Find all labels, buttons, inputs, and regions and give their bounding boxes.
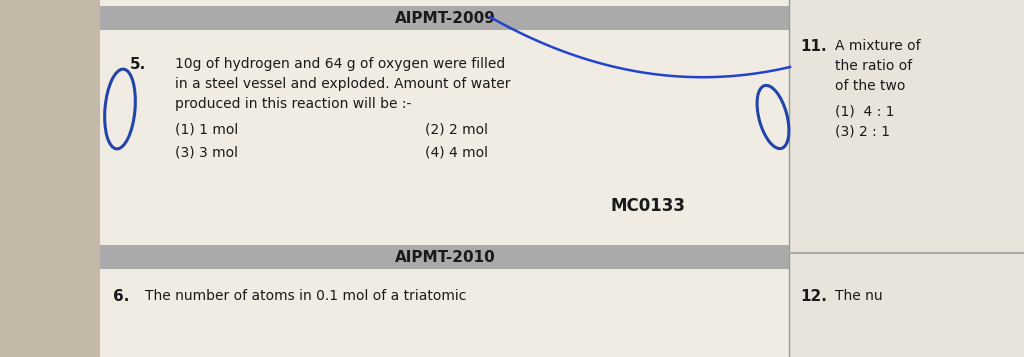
Text: MC0133: MC0133 bbox=[610, 197, 685, 215]
Text: (1) 1 mol: (1) 1 mol bbox=[175, 122, 239, 136]
Text: produced in this reaction will be :-: produced in this reaction will be :- bbox=[175, 97, 412, 111]
Bar bbox=[100, 0, 790, 357]
Text: A mixture of: A mixture of bbox=[835, 39, 921, 53]
Text: The nu: The nu bbox=[835, 289, 883, 303]
Bar bbox=[100, 6, 790, 30]
Text: the ratio of: the ratio of bbox=[835, 59, 912, 73]
Text: The number of atoms in 0.1 mol of a triatomic: The number of atoms in 0.1 mol of a tria… bbox=[145, 289, 466, 303]
Text: (2) 2 mol: (2) 2 mol bbox=[425, 122, 488, 136]
Text: of the two: of the two bbox=[835, 79, 905, 93]
Text: AIPMT-2010: AIPMT-2010 bbox=[394, 250, 496, 265]
Text: (4) 4 mol: (4) 4 mol bbox=[425, 145, 488, 159]
Text: (3) 3 mol: (3) 3 mol bbox=[175, 145, 238, 159]
Bar bbox=[100, 245, 790, 269]
Bar bbox=[0, 0, 100, 357]
Text: 12.: 12. bbox=[800, 289, 826, 304]
Text: 10g of hydrogen and 64 g of oxygen were filled: 10g of hydrogen and 64 g of oxygen were … bbox=[175, 57, 505, 71]
Text: AIPMT-2009: AIPMT-2009 bbox=[394, 10, 496, 25]
Text: 6.: 6. bbox=[113, 289, 129, 304]
Text: in a steel vessel and exploded. Amount of water: in a steel vessel and exploded. Amount o… bbox=[175, 77, 511, 91]
Text: 11.: 11. bbox=[800, 39, 826, 54]
Text: (1)  4 : 1: (1) 4 : 1 bbox=[835, 104, 895, 118]
Text: 5.: 5. bbox=[130, 57, 146, 72]
Text: (3) 2 : 1: (3) 2 : 1 bbox=[835, 124, 890, 138]
Bar bbox=[790, 0, 1024, 357]
